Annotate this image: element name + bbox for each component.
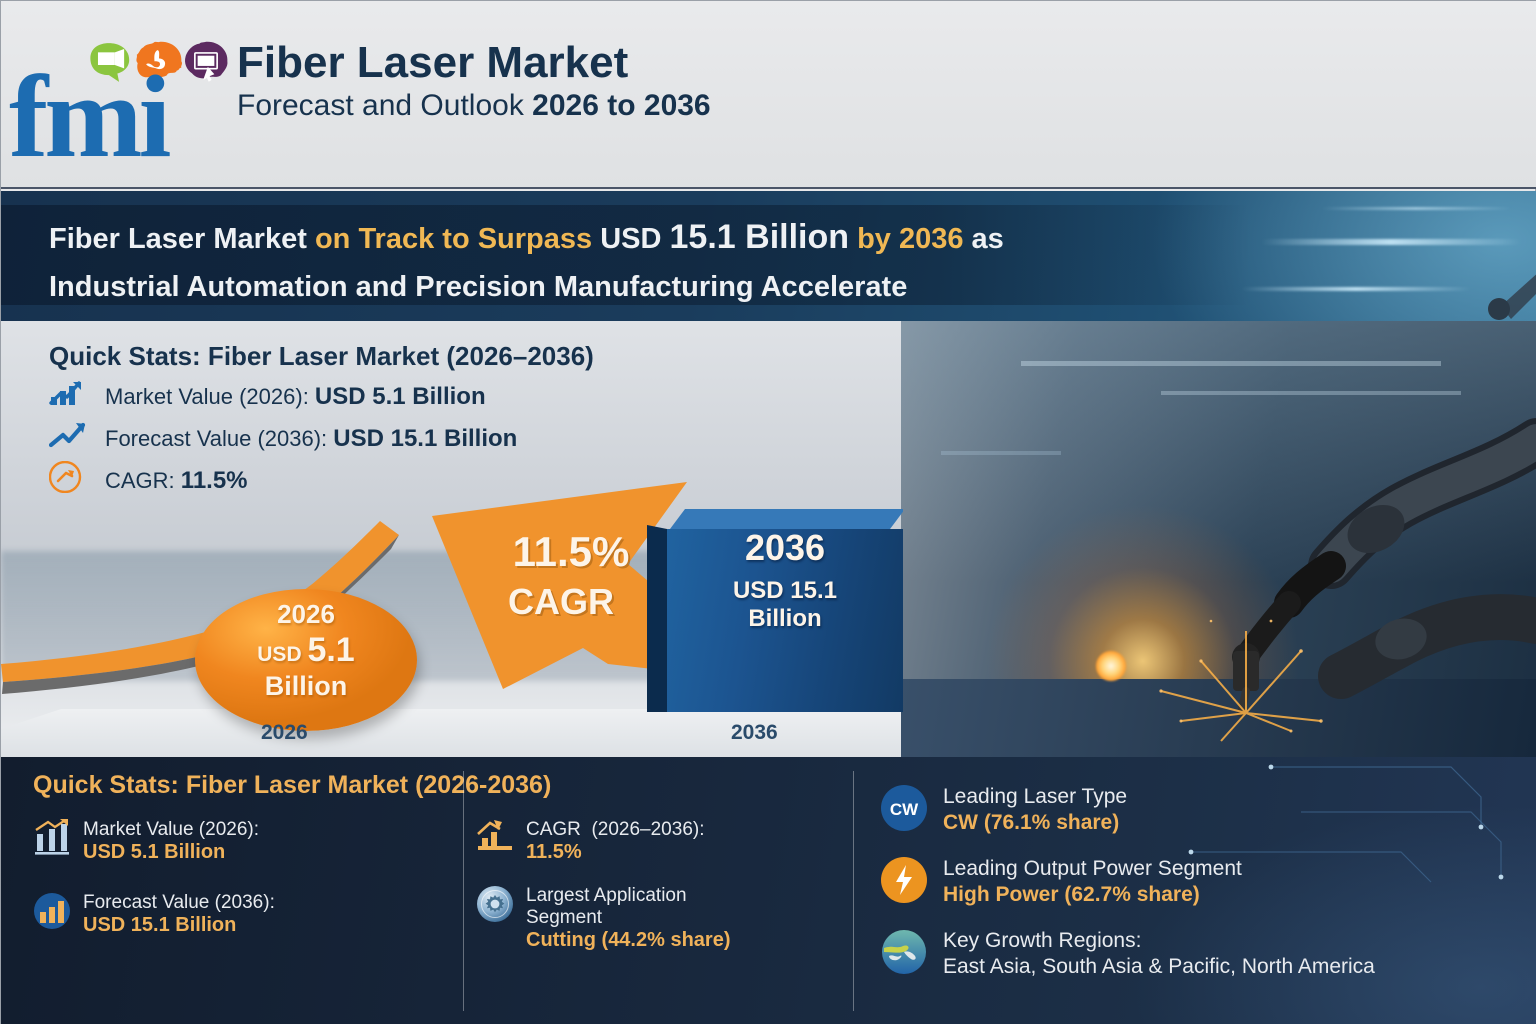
svg-text:11.5%: 11.5% (513, 528, 630, 575)
svg-text:CAGR: CAGR (508, 581, 614, 622)
svg-text:CW: CW (890, 800, 919, 819)
